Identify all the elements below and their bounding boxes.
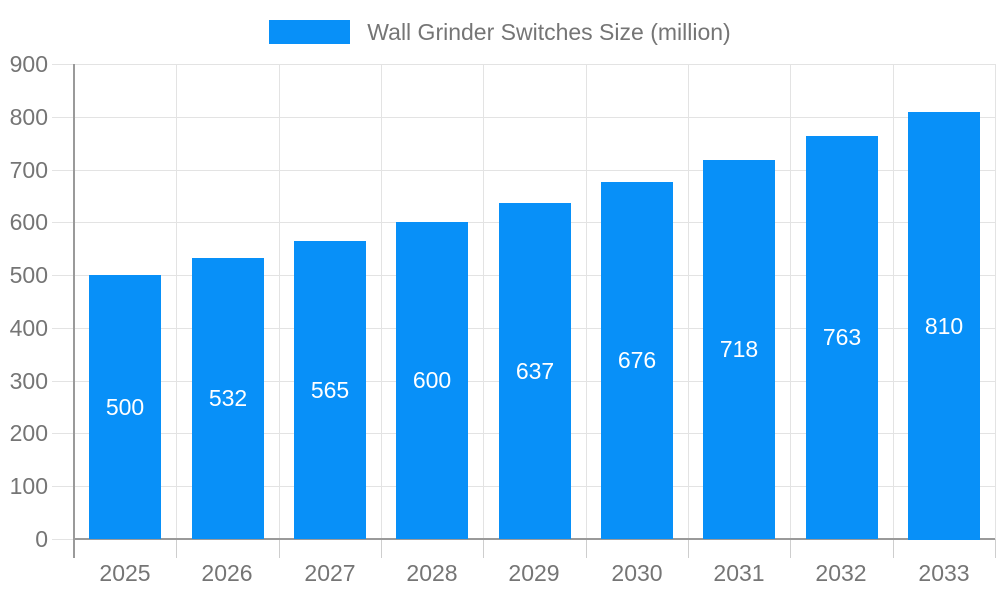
y-axis-tick-label: 600 bbox=[9, 209, 48, 235]
x-axis-tick bbox=[483, 539, 484, 558]
x-gridline bbox=[279, 64, 280, 539]
bar-value-label: 637 bbox=[515, 357, 555, 384]
x-axis-tick bbox=[893, 539, 894, 558]
bar-value-label: 718 bbox=[719, 336, 759, 362]
bar[interactable]: 637 bbox=[499, 203, 571, 539]
y-gridline bbox=[52, 117, 995, 118]
x-axis-tick-label: 2027 bbox=[304, 560, 356, 586]
legend-label: Wall Grinder Switches Size (million) bbox=[367, 19, 731, 45]
y-gridline bbox=[52, 170, 995, 171]
x-gridline bbox=[381, 64, 382, 539]
bar[interactable]: 565 bbox=[294, 241, 366, 539]
bar[interactable]: 500 bbox=[89, 275, 161, 539]
y-axis-tick-label: 0 bbox=[35, 526, 48, 552]
x-gridline bbox=[995, 64, 996, 539]
x-gridline bbox=[176, 64, 177, 539]
legend[interactable]: Wall Grinder Switches Size (million) bbox=[0, 18, 1000, 46]
x-axis-tick-label: 2025 bbox=[99, 560, 151, 586]
x-axis-tick bbox=[586, 539, 587, 558]
bar[interactable]: 600 bbox=[396, 222, 468, 539]
x-axis-tick-label: 2033 bbox=[918, 560, 970, 586]
x-axis-tick bbox=[995, 539, 996, 558]
y-axis-tick-label: 500 bbox=[9, 262, 48, 288]
bar-value-label: 763 bbox=[822, 324, 862, 350]
x-gridline bbox=[790, 64, 791, 539]
x-gridline bbox=[688, 64, 689, 539]
y-axis-tick-label: 300 bbox=[9, 368, 48, 394]
x-axis-tick-label: 2029 bbox=[508, 560, 560, 586]
x-axis-tick bbox=[279, 539, 280, 558]
x-axis-tick bbox=[790, 539, 791, 558]
x-axis-tick bbox=[688, 539, 689, 558]
x-axis-tick-label: 2026 bbox=[201, 560, 253, 586]
y-axis-tick-label: 100 bbox=[9, 473, 48, 499]
bar-value-label: 565 bbox=[310, 376, 350, 403]
x-axis-tick-label: 2032 bbox=[815, 560, 867, 586]
bar[interactable]: 676 bbox=[601, 182, 673, 539]
bar-value-label: 500 bbox=[105, 393, 145, 420]
y-gridline bbox=[52, 64, 995, 65]
bar-value-label: 600 bbox=[412, 367, 452, 393]
y-axis-tick-label: 900 bbox=[9, 51, 48, 77]
x-gridline bbox=[483, 64, 484, 539]
bar[interactable]: 763 bbox=[806, 136, 878, 539]
bar-value-label: 676 bbox=[617, 347, 657, 373]
x-axis-tick bbox=[381, 539, 382, 558]
x-gridline bbox=[586, 64, 587, 539]
bar[interactable]: 810 bbox=[908, 112, 980, 540]
bar[interactable]: 532 bbox=[192, 258, 264, 539]
y-axis-tick-label: 800 bbox=[9, 104, 48, 130]
x-gridline bbox=[893, 64, 894, 539]
legend-swatch-icon bbox=[269, 20, 351, 44]
bar[interactable]: 718 bbox=[703, 160, 775, 539]
y-axis-tick-label: 700 bbox=[9, 157, 48, 183]
x-axis-tick-label: 2030 bbox=[611, 560, 663, 586]
y-axis-line bbox=[73, 64, 75, 558]
y-axis-tick-label: 400 bbox=[9, 315, 48, 341]
x-axis-tick-label: 2028 bbox=[406, 560, 458, 586]
x-axis-tick bbox=[176, 539, 177, 558]
x-axis-tick-label: 2031 bbox=[713, 560, 765, 586]
bar-value-label: 532 bbox=[208, 385, 248, 411]
y-axis-tick-label: 200 bbox=[9, 420, 48, 446]
bar-value-label: 810 bbox=[924, 312, 964, 339]
x-axis-line bbox=[74, 538, 995, 540]
